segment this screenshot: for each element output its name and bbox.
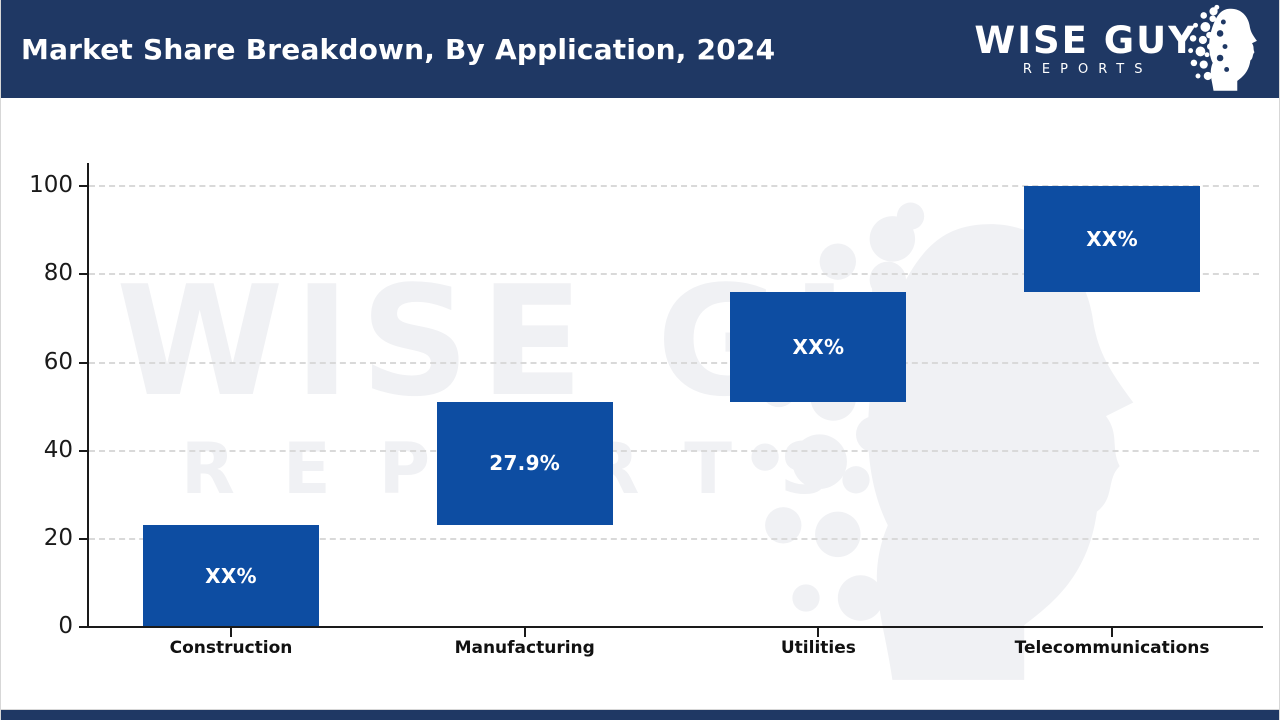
x-tick-1 bbox=[230, 628, 232, 637]
x-category-label: Telecommunications bbox=[1014, 638, 1210, 658]
x-axis-spine bbox=[87, 626, 1263, 628]
logo-text: WISE GUY REPORTS bbox=[974, 22, 1197, 77]
y-tick-80 bbox=[79, 273, 88, 276]
footer-bar bbox=[1, 710, 1279, 720]
x-tick-4 bbox=[1111, 628, 1114, 637]
x-tick-3 bbox=[817, 628, 820, 637]
wise-guy-logo: WISE GUY REPORTS bbox=[974, 4, 1267, 94]
footer-hairline bbox=[1, 709, 1279, 710]
logo-subtitle: REPORTS bbox=[1022, 61, 1153, 77]
bar-manufacturing: 27.9% bbox=[436, 401, 613, 525]
y-tick-0 bbox=[79, 626, 88, 628]
y-tick-label: 20 bbox=[43, 524, 73, 551]
x-tick-2 bbox=[523, 628, 526, 637]
bar-telecommunications: XX% bbox=[1024, 186, 1201, 292]
logo-wordmark: WISE GUY bbox=[974, 18, 1197, 62]
x-category-label: Manufacturing bbox=[454, 638, 595, 658]
y-tick-20 bbox=[79, 537, 88, 540]
bar-value-label: XX% bbox=[205, 563, 257, 588]
y-tick-40 bbox=[79, 449, 88, 452]
y-tick-60 bbox=[79, 361, 88, 364]
bar-value-label: 27.9% bbox=[489, 451, 561, 476]
chart-title: Market Share Breakdown, By Application, … bbox=[21, 32, 776, 66]
bar-value-label: XX% bbox=[1086, 226, 1138, 251]
x-category-label: Construction bbox=[169, 638, 293, 658]
gridline-100 bbox=[89, 185, 1259, 188]
y-tick-label: 100 bbox=[29, 172, 73, 199]
header-bar: Market Share Breakdown, By Application, … bbox=[1, 0, 1279, 98]
bar-value-label: XX% bbox=[792, 334, 845, 359]
logo-face-icon bbox=[1188, 4, 1257, 91]
gridline-80 bbox=[89, 273, 1259, 276]
gridline-40 bbox=[89, 449, 1259, 452]
y-tick-label: 0 bbox=[58, 613, 73, 639]
bar-utilities: XX% bbox=[730, 291, 907, 402]
gridline-60 bbox=[89, 361, 1259, 364]
y-axis-spine bbox=[87, 163, 89, 628]
bar-construction: XX% bbox=[143, 524, 319, 627]
y-tick-100 bbox=[79, 185, 88, 188]
y-tick-label: 80 bbox=[43, 260, 73, 287]
y-tick-label: 40 bbox=[43, 436, 73, 463]
x-category-label: Utilities bbox=[780, 638, 856, 658]
gridline-20 bbox=[89, 537, 1259, 540]
y-tick-label: 60 bbox=[43, 348, 73, 375]
